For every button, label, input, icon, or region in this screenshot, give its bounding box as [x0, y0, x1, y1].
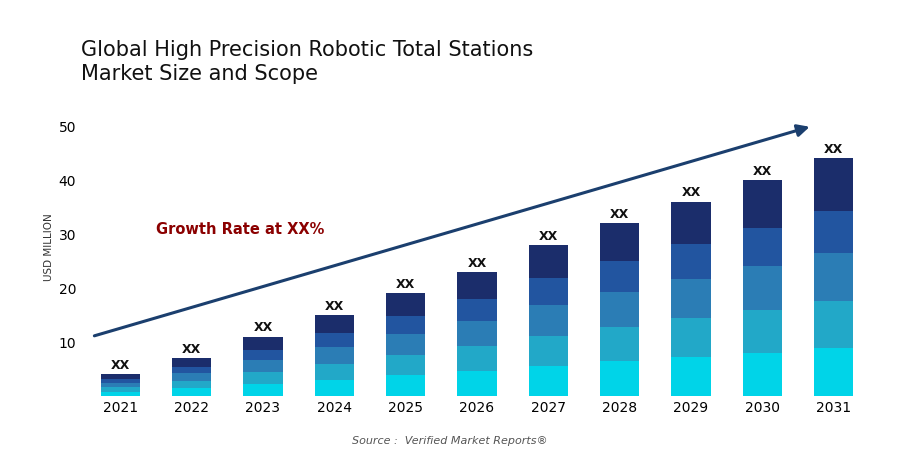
Bar — [172, 388, 212, 396]
Bar — [315, 380, 354, 396]
Bar — [742, 266, 782, 310]
Bar — [315, 333, 354, 347]
Bar — [814, 301, 853, 348]
Text: Source :  Verified Market Reports®: Source : Verified Market Reports® — [352, 436, 548, 446]
Bar — [457, 299, 497, 321]
Bar — [814, 253, 853, 301]
Text: XX: XX — [467, 256, 487, 270]
Bar — [243, 384, 283, 396]
Text: XX: XX — [325, 300, 344, 313]
Text: XX: XX — [396, 278, 415, 291]
Bar — [742, 310, 782, 353]
Bar — [600, 261, 639, 292]
Bar — [386, 293, 426, 316]
Text: XX: XX — [824, 143, 843, 156]
Text: XX: XX — [752, 165, 772, 178]
Bar — [243, 337, 283, 350]
Text: XX: XX — [610, 208, 629, 221]
Bar — [528, 366, 568, 396]
Bar — [315, 347, 354, 364]
Bar — [671, 244, 711, 279]
Bar — [528, 305, 568, 336]
Bar — [528, 336, 568, 366]
Bar — [528, 245, 568, 278]
Bar — [172, 374, 212, 381]
Bar — [457, 272, 497, 299]
Bar — [814, 348, 853, 396]
Bar — [457, 371, 497, 396]
Bar — [172, 381, 212, 388]
Bar — [814, 158, 853, 211]
Bar — [386, 375, 426, 396]
Text: XX: XX — [539, 230, 558, 243]
Bar — [814, 211, 853, 253]
Bar — [600, 327, 639, 361]
Text: XX: XX — [253, 321, 273, 334]
Bar — [671, 357, 711, 396]
Bar — [101, 383, 140, 387]
Y-axis label: USD MILLION: USD MILLION — [44, 214, 54, 281]
Text: Global High Precision Robotic Total Stations
Market Size and Scope: Global High Precision Robotic Total Stat… — [81, 40, 533, 84]
Bar — [243, 372, 283, 384]
Bar — [671, 318, 711, 357]
Bar — [172, 358, 212, 366]
Bar — [457, 346, 497, 371]
Bar — [101, 392, 140, 396]
Bar — [101, 379, 140, 383]
Bar — [457, 321, 497, 347]
Bar — [315, 364, 354, 380]
Bar — [315, 315, 354, 333]
Bar — [386, 355, 426, 375]
Bar — [386, 334, 426, 355]
Bar — [600, 292, 639, 327]
Text: Growth Rate at XX%: Growth Rate at XX% — [156, 222, 324, 237]
Bar — [243, 350, 283, 360]
Bar — [671, 279, 711, 318]
Bar — [742, 228, 782, 266]
Text: XX: XX — [111, 359, 130, 372]
Bar — [243, 360, 283, 372]
Bar — [101, 387, 140, 392]
Bar — [386, 316, 426, 334]
Bar — [600, 361, 639, 396]
Bar — [172, 366, 212, 373]
Bar — [742, 353, 782, 396]
Text: XX: XX — [681, 186, 701, 199]
Bar — [671, 202, 711, 244]
Text: XX: XX — [182, 343, 202, 356]
Bar — [101, 374, 140, 379]
Bar — [600, 223, 639, 261]
Bar — [528, 278, 568, 305]
Bar — [742, 180, 782, 228]
